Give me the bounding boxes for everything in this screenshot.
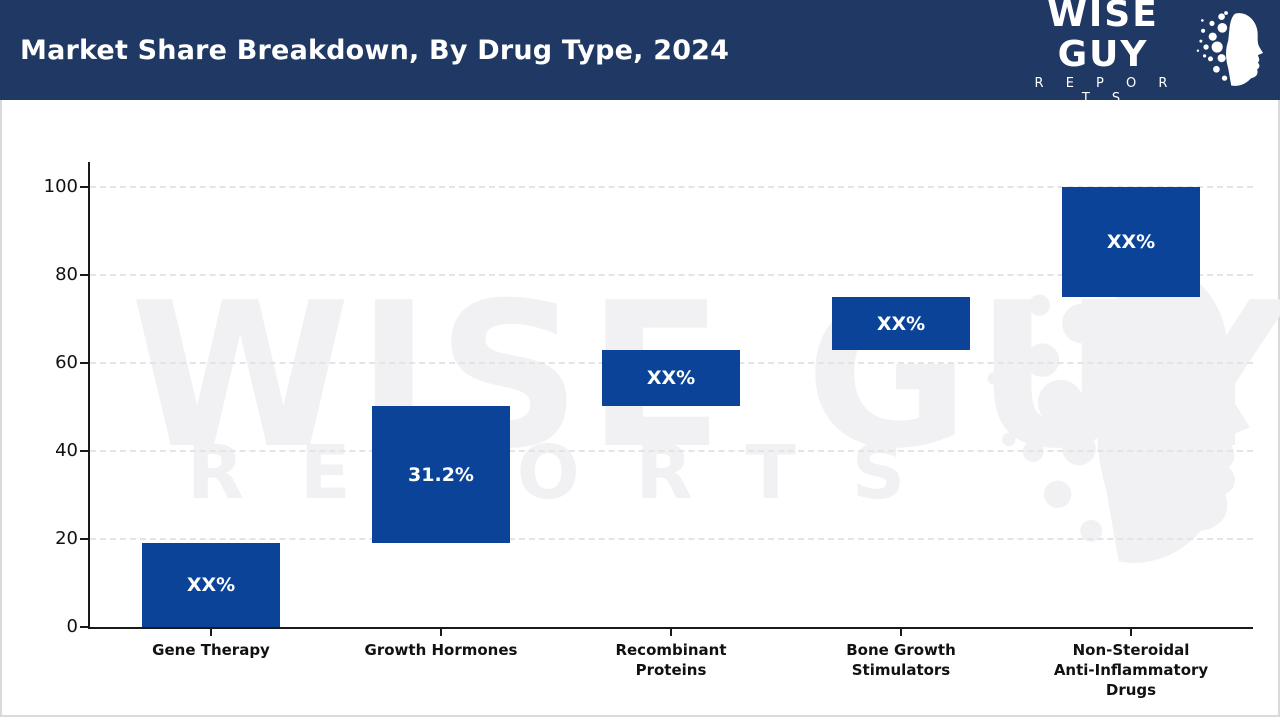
y-axis-tick-0	[80, 626, 88, 628]
x-axis-label-bone-growth-stimulators: Bone Growth Stimulators	[846, 641, 956, 679]
bar-growth-hormones: 31.2%	[372, 406, 510, 544]
x-axis-tick-non-steroidal-anti-inflammatory-drugs	[1130, 629, 1132, 636]
y-axis-tick-60	[80, 362, 88, 364]
bar-value-label-bone-growth-stimulators: XX%	[876, 312, 926, 335]
bar-value-label-growth-hormones: 31.2%	[408, 463, 474, 486]
bar-bone-growth-stimulators: XX%	[832, 297, 970, 351]
logo-face-icon	[1196, 11, 1264, 86]
y-axis-tick-80	[80, 274, 88, 276]
bar-non-steroidal-anti-inflammatory-drugs: XX%	[1062, 187, 1200, 297]
bar-gene-therapy: XX%	[142, 543, 280, 627]
brand-logo: WISE GUY R E P O R T S	[1016, 0, 1266, 106]
y-axis-tick-label-20: 20	[55, 528, 78, 549]
y-axis-tick-label-40: 40	[55, 440, 78, 461]
y-axis-tick-label-80: 80	[55, 264, 78, 285]
x-axis-label-recombinant-proteins: Recombinant Proteins	[615, 641, 727, 679]
x-axis-label-growth-hormones: Growth Hormones	[364, 641, 518, 659]
gridline-100	[90, 186, 1253, 188]
bar-value-label-recombinant-proteins: XX%	[646, 366, 696, 389]
x-axis-spine	[88, 627, 1253, 629]
y-axis-spine	[88, 162, 90, 629]
bar-value-label-non-steroidal-anti-inflammatory-drugs: XX%	[1106, 231, 1156, 253]
x-axis-tick-bone-growth-stimulators	[900, 629, 902, 636]
y-axis-tick-100	[80, 186, 88, 188]
bar-value-label-gene-therapy: XX%	[186, 574, 236, 597]
gridline-80	[90, 274, 1253, 276]
gridline-40	[90, 450, 1253, 452]
gridline-20	[90, 538, 1253, 540]
x-axis-label-non-steroidal-anti-inflammatory-drugs: Non-Steroidal Anti-Inflammatory Drugs	[1053, 641, 1209, 699]
chart-title: Market Share Breakdown, By Drug Type, 20…	[20, 34, 730, 66]
y-axis-tick-20	[80, 538, 88, 540]
y-axis-tick-label-0: 0	[66, 616, 78, 637]
x-axis-tick-growth-hormones	[440, 629, 442, 636]
bar-recombinant-proteins: XX%	[602, 350, 740, 406]
y-axis-tick-label-100: 100	[43, 176, 78, 197]
header-bar: Market Share Breakdown, By Drug Type, 20…	[0, 0, 1280, 106]
y-axis-tick-label-60: 60	[55, 352, 78, 373]
y-axis-tick-40	[80, 450, 88, 452]
logo-wordmark-text: WISE GUY	[1047, 0, 1159, 75]
x-axis-label-gene-therapy: Gene Therapy	[152, 641, 270, 659]
logo-wordmark: WISE GUY R E P O R T S	[1016, 0, 1190, 106]
x-axis-tick-gene-therapy	[210, 629, 212, 636]
x-axis-tick-recombinant-proteins	[670, 629, 672, 636]
logo-subtext: R E P O R T S	[1034, 75, 1177, 106]
